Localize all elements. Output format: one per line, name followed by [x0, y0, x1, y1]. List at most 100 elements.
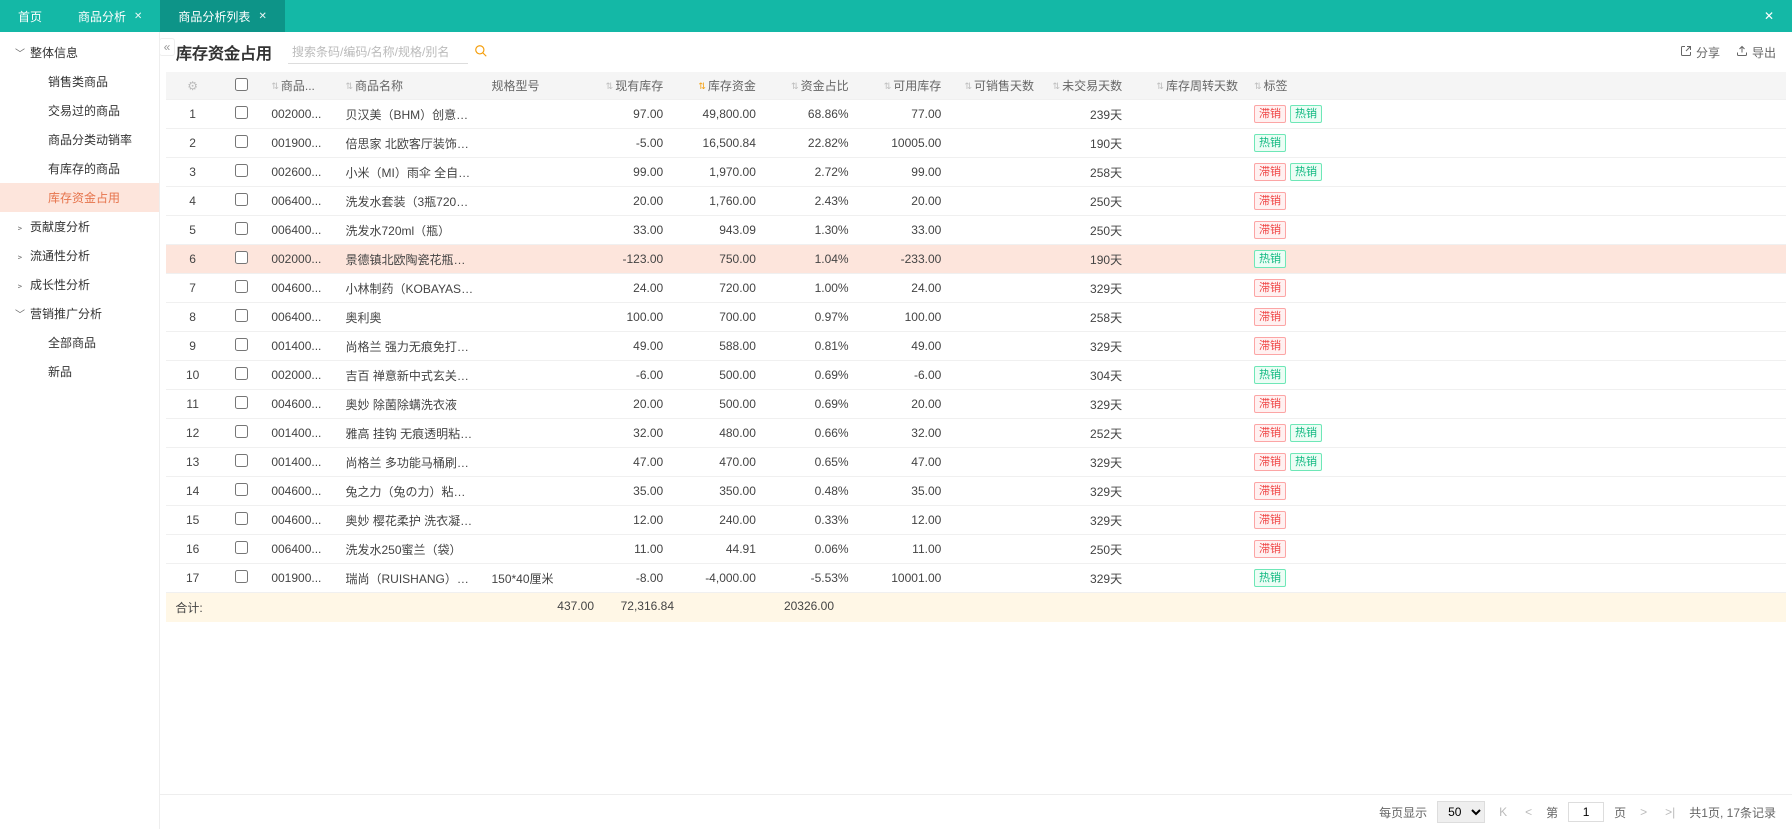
row-checkbox[interactable]: [235, 251, 248, 264]
tab-首页[interactable]: 首页: [0, 0, 60, 32]
table-row[interactable]: 17001900...瑞尚（RUISHANG）卧室门150*40厘米-8.00-…: [166, 564, 1786, 593]
cell-avail: 100.00: [857, 303, 950, 332]
column-header-stock[interactable]: ⇅现有库存: [569, 72, 671, 100]
table-row[interactable]: 2001900...倍思家 北欧客厅装饰画卧室-5.0016,500.8422.…: [166, 129, 1786, 158]
table-row[interactable]: 15004600...奥妙 樱花柔护 洗衣凝珠 1012.00240.000.3…: [166, 506, 1786, 535]
column-header-code[interactable]: ⇅商品...: [263, 72, 337, 100]
close-icon[interactable]: ✕: [134, 11, 142, 22]
column-header-amount[interactable]: ⇅库存资金: [671, 72, 764, 100]
table-row[interactable]: 3002600...小米（MI）雨伞 全自动折叠99.001,970.002.7…: [166, 158, 1786, 187]
row-checkbox[interactable]: [235, 425, 248, 438]
tree-group-流通性分析[interactable]: ﹥流通性分析: [0, 241, 159, 270]
search-icon[interactable]: [474, 44, 488, 61]
row-checkbox[interactable]: [235, 570, 248, 583]
tree-item-交易过的商品[interactable]: 交易过的商品: [0, 96, 159, 125]
row-checkbox[interactable]: [235, 280, 248, 293]
pager-prev-icon[interactable]: <: [1521, 805, 1536, 819]
cell-avail: 11.00: [857, 535, 950, 564]
row-checkbox[interactable]: [235, 541, 248, 554]
pager-next-icon[interactable]: >: [1636, 805, 1651, 819]
row-checkbox[interactable]: [235, 309, 248, 322]
select-all-checkbox[interactable]: [235, 78, 248, 91]
cell-spec: [483, 506, 569, 535]
cell-stock: 99.00: [569, 158, 671, 187]
row-checkbox[interactable]: [235, 454, 248, 467]
column-header-notrade[interactable]: ⇅未交易天数: [1042, 72, 1130, 100]
row-checkbox[interactable]: [235, 222, 248, 235]
total-cell-gear: 合计:: [166, 599, 212, 616]
table-row[interactable]: 4006400...洗发水套装（3瓶720ml+1）20.001,760.002…: [166, 187, 1786, 216]
column-header-name[interactable]: ⇅商品名称: [337, 72, 483, 100]
row-checkbox[interactable]: [235, 164, 248, 177]
table-row[interactable]: 14004600...兔之力（兔の力）粘毛器粘35.00350.000.48%3…: [166, 477, 1786, 506]
page-input[interactable]: [1568, 802, 1604, 822]
cell-name: 洗发水250蜜兰（袋）: [337, 535, 483, 564]
tree-group-整体信息[interactable]: ﹀整体信息: [0, 38, 159, 67]
cell-stock: -123.00: [569, 245, 671, 274]
pager-first-icon[interactable]: K: [1495, 805, 1511, 819]
export-button[interactable]: 导出: [1736, 44, 1776, 61]
table-row[interactable]: 12001400...雅高 挂钩 无痕透明粘钩 强32.00480.000.66…: [166, 419, 1786, 448]
tree-item-商品分类动销率[interactable]: 商品分类动销率: [0, 125, 159, 154]
cell-amount: 588.00: [671, 332, 764, 361]
tab-商品分析列表[interactable]: 商品分析列表✕: [160, 0, 284, 32]
table-row[interactable]: 10002000...吉百 禅意新中式玄关摆件客-6.00500.000.69%…: [166, 361, 1786, 390]
cell-turn: [1130, 274, 1246, 303]
tree-item-新品[interactable]: 新品: [0, 357, 159, 386]
cell-tags: 热销: [1246, 564, 1334, 593]
tree-item-有库存的商品[interactable]: 有库存的商品: [0, 154, 159, 183]
table-row[interactable]: 11004600...奥妙 除菌除螨洗衣液20.00500.000.69%20.…: [166, 390, 1786, 419]
close-icon[interactable]: ✕: [258, 11, 266, 22]
share-button[interactable]: 分享: [1680, 44, 1720, 61]
column-header-turn[interactable]: ⇅库存周转天数: [1130, 72, 1246, 100]
cell-blank: [1334, 332, 1786, 361]
column-header-days[interactable]: ⇅可销售天数: [949, 72, 1042, 100]
tree-item-销售类商品[interactable]: 销售类商品: [0, 67, 159, 96]
cell-turn: [1130, 448, 1246, 477]
column-header-tags[interactable]: ⇅标签: [1246, 72, 1334, 100]
cell-tags: 滞销: [1246, 216, 1334, 245]
row-checkbox[interactable]: [235, 396, 248, 409]
table-row[interactable]: 9001400...尚格兰 强力无痕免打孔浴室49.00588.000.81%4…: [166, 332, 1786, 361]
column-header-ratio[interactable]: ⇅资金占比: [764, 72, 857, 100]
gear-icon[interactable]: ⚙: [187, 79, 198, 93]
row-checkbox[interactable]: [235, 512, 248, 525]
column-header-avail[interactable]: ⇅可用库存: [857, 72, 950, 100]
pager-last-icon[interactable]: >|: [1661, 805, 1679, 819]
cell-code: 001900...: [263, 129, 337, 158]
column-label: 库存周转天数: [1166, 79, 1238, 93]
sidebar-collapse-icon[interactable]: «: [159, 38, 175, 56]
data-table-wrap[interactable]: ⚙⇅商品...⇅商品名称规格型号⇅现有库存⇅库存资金⇅资金占比⇅可用库存⇅可销售…: [160, 72, 1792, 794]
table-row[interactable]: 1002000...贝汉美（BHM）创意北欧风97.0049,800.0068.…: [166, 100, 1786, 129]
row-checkbox[interactable]: [235, 338, 248, 351]
tab-商品分析[interactable]: 商品分析✕: [60, 0, 160, 32]
per-page-select[interactable]: 50: [1437, 801, 1485, 823]
tree-item-全部商品[interactable]: 全部商品: [0, 328, 159, 357]
sort-icon: ⇅: [345, 82, 353, 91]
cell-notrade: 252天: [1042, 419, 1130, 448]
row-checkbox[interactable]: [235, 367, 248, 380]
cell-avail: 33.00: [857, 216, 950, 245]
cell-amount: 44.91: [671, 535, 764, 564]
row-checkbox[interactable]: [235, 135, 248, 148]
badge-stale: 滞销: [1254, 308, 1286, 326]
close-all-tabs-icon[interactable]: ✕: [1754, 0, 1784, 32]
table-row[interactable]: 16006400...洗发水250蜜兰（袋）11.0044.910.06%11.…: [166, 535, 1786, 564]
tree-group-成长性分析[interactable]: ﹥成长性分析: [0, 270, 159, 299]
row-checkbox[interactable]: [235, 106, 248, 119]
cell-tags: 滞销: [1246, 303, 1334, 332]
row-checkbox[interactable]: [235, 193, 248, 206]
table-row[interactable]: 13001400...尚格兰 多功能马桶刷套装 马47.00470.000.65…: [166, 448, 1786, 477]
row-checkbox[interactable]: [235, 483, 248, 496]
tree-group-贡献度分析[interactable]: ﹥贡献度分析: [0, 212, 159, 241]
badge-stale: 滞销: [1254, 105, 1286, 123]
cell-days: [949, 564, 1042, 593]
cell-amount: -4,000.00: [671, 564, 764, 593]
table-row[interactable]: 6002000...景德镇北欧陶瓷花瓶摆件 优-123.00750.001.04…: [166, 245, 1786, 274]
table-row[interactable]: 7004600...小林制药（KOBAYASHI）日24.00720.001.0…: [166, 274, 1786, 303]
tree-item-库存资金占用[interactable]: 库存资金占用: [0, 183, 159, 212]
table-row[interactable]: 8006400...奥利奥100.00700.000.97%100.00258天…: [166, 303, 1786, 332]
tree-group-营销推广分析[interactable]: ﹀营销推广分析: [0, 299, 159, 328]
table-row[interactable]: 5006400...洗发水720ml（瓶）33.00943.091.30%33.…: [166, 216, 1786, 245]
search-input[interactable]: [288, 41, 468, 64]
